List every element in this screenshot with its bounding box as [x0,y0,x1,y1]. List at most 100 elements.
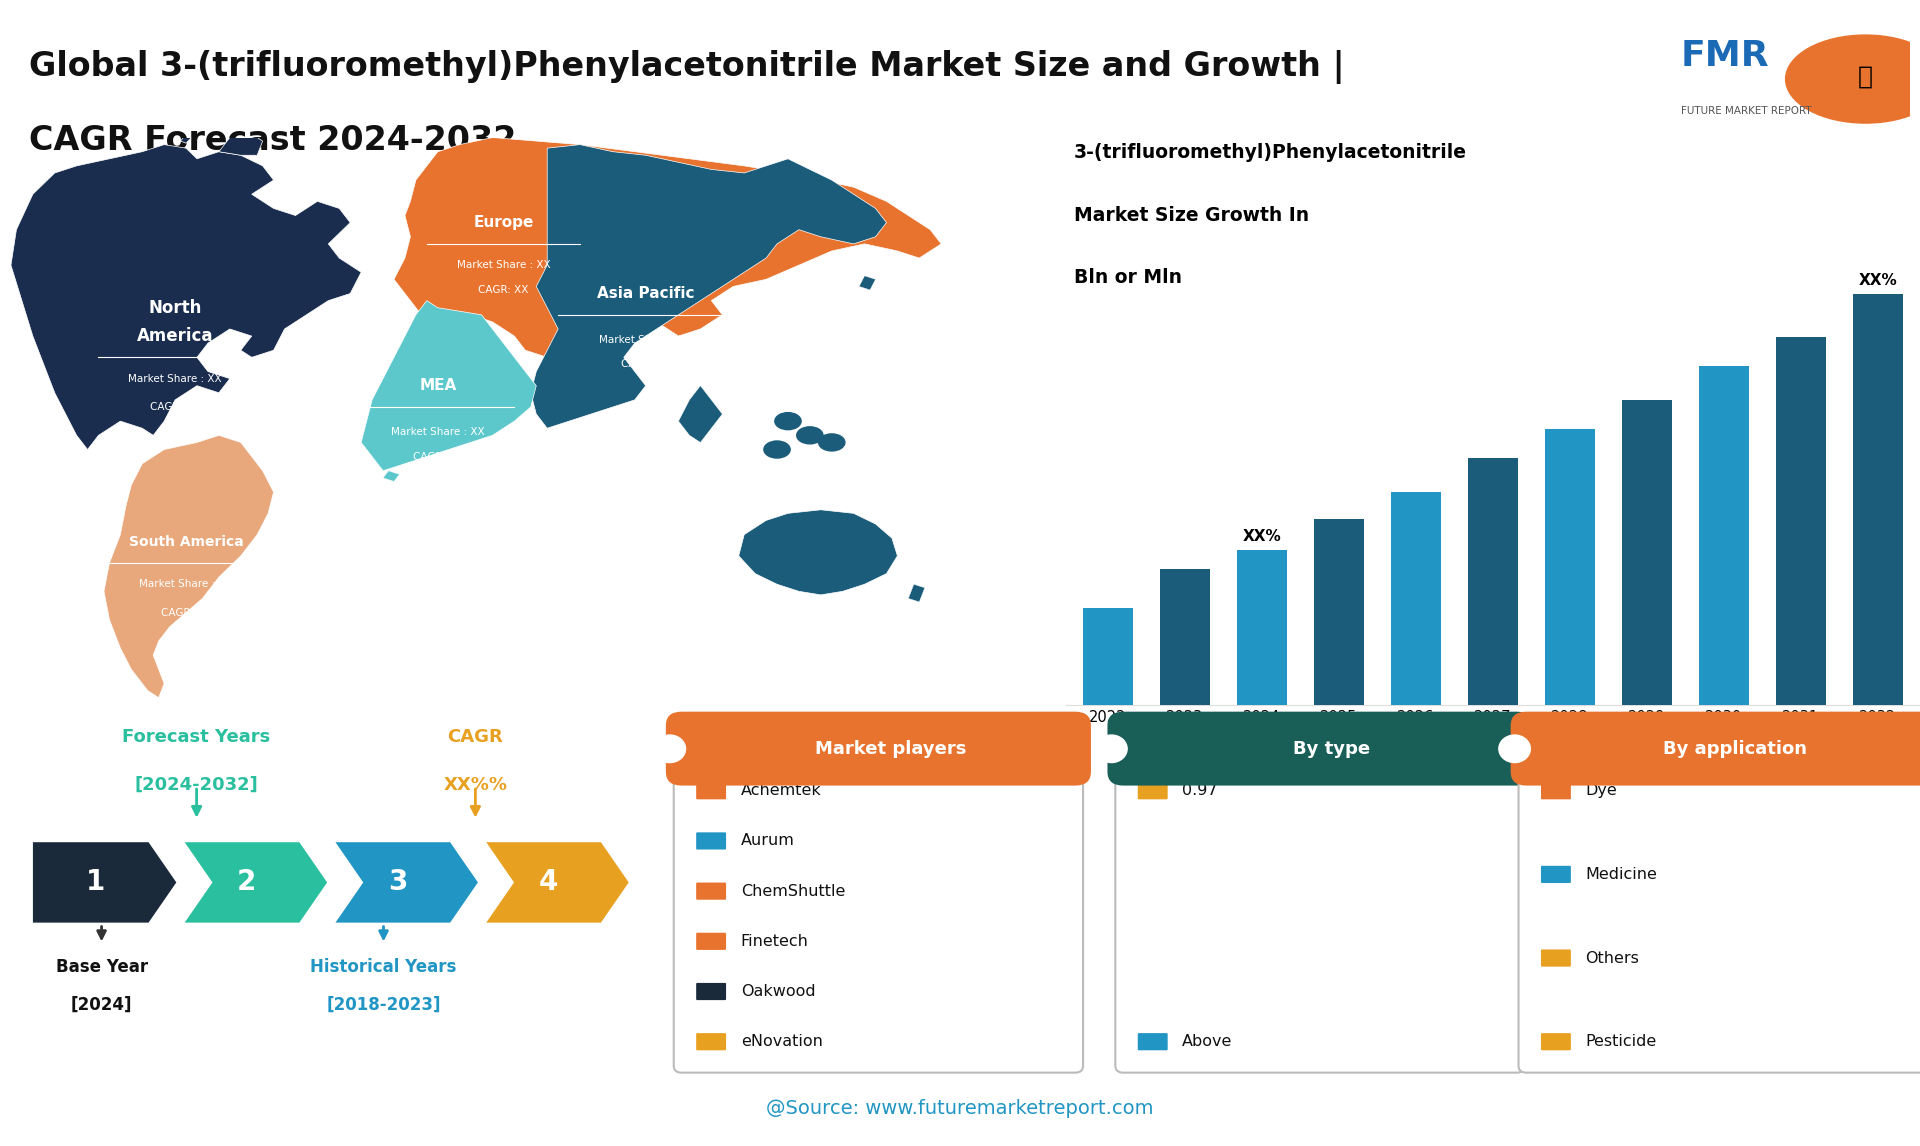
Polygon shape [219,134,263,155]
Text: Market Share : XX: Market Share : XX [457,260,551,270]
FancyBboxPatch shape [697,882,726,900]
Bar [1083,609,1133,705]
FancyBboxPatch shape [697,832,726,849]
FancyBboxPatch shape [697,983,726,1000]
Text: 3: 3 [388,869,407,896]
Text: Market Share : XX: Market Share : XX [392,426,484,437]
Polygon shape [182,841,328,924]
Text: 2: 2 [236,869,257,896]
Circle shape [797,426,824,444]
Text: Asia Pacific: Asia Pacific [597,286,695,301]
Circle shape [1500,735,1530,762]
Text: Market Share : XX: Market Share : XX [129,374,223,384]
Text: 3-(trifluoromethyl)Phenylacetonitrile: 3-(trifluoromethyl)Phenylacetonitrile [1073,143,1467,163]
Text: CAGR Forecast 2024-2032: CAGR Forecast 2024-2032 [29,124,516,157]
FancyBboxPatch shape [1542,782,1571,800]
Text: 4: 4 [540,869,559,896]
Polygon shape [444,339,459,354]
FancyBboxPatch shape [1542,866,1571,882]
Bar [1622,400,1672,705]
Bar [1467,458,1519,705]
Text: FMR: FMR [1680,39,1770,72]
Text: Bln or Mln: Bln or Mln [1073,268,1183,286]
Text: 1: 1 [86,869,106,896]
Circle shape [776,413,801,430]
FancyBboxPatch shape [1511,712,1920,786]
Polygon shape [180,134,192,143]
Text: Oakwood: Oakwood [741,984,816,999]
Text: Historical Years: Historical Years [311,958,457,976]
Text: By application: By application [1663,740,1807,758]
Text: North: North [148,299,202,316]
Polygon shape [858,276,876,290]
Polygon shape [382,471,399,481]
Circle shape [764,441,791,458]
Bar [1699,367,1749,705]
Text: Market players: Market players [814,740,966,758]
Circle shape [1786,36,1920,123]
Polygon shape [33,841,177,924]
Text: CAGR: CAGR [447,728,503,746]
FancyBboxPatch shape [697,1034,726,1050]
Text: Global 3-(trifluoromethyl)Phenylacetonitrile Market Size and Growth |: Global 3-(trifluoromethyl)Phenylacetonit… [29,50,1344,84]
Text: XX%: XX% [1859,273,1897,288]
FancyBboxPatch shape [1108,712,1532,786]
FancyBboxPatch shape [697,782,726,800]
Polygon shape [484,841,630,924]
Text: Achemtek: Achemtek [741,783,822,799]
Circle shape [655,735,685,762]
FancyBboxPatch shape [1542,949,1571,966]
Text: Market Share : XX: Market Share : XX [599,335,693,345]
Text: By type: By type [1294,740,1371,758]
Text: XX%: XX% [1242,529,1281,544]
Polygon shape [104,435,275,698]
FancyBboxPatch shape [1542,1034,1571,1050]
Text: XX%%: XX%% [444,776,507,794]
Text: Market Share : XX: Market Share : XX [140,579,232,589]
Text: Pesticide: Pesticide [1586,1034,1657,1050]
Bar [1776,337,1826,705]
Text: CAGR: XX: CAGR: XX [478,285,528,295]
FancyBboxPatch shape [1116,766,1524,1073]
FancyBboxPatch shape [1139,1034,1167,1050]
Text: CAGR: XX: CAGR: XX [413,452,463,462]
Bar [1546,429,1596,705]
Bar [1160,570,1210,705]
FancyBboxPatch shape [1519,766,1920,1073]
Text: Market Size Growth In: Market Size Growth In [1073,205,1309,225]
Text: Above: Above [1183,1034,1233,1050]
Text: America: America [136,327,213,345]
FancyBboxPatch shape [1139,782,1167,800]
Bar [1236,550,1286,705]
Text: FUTURE MARKET REPORT: FUTURE MARKET REPORT [1680,105,1811,116]
Text: Others: Others [1586,950,1640,966]
Circle shape [818,434,845,450]
Text: @Source: www.futuremarketreport.com: @Source: www.futuremarketreport.com [766,1099,1154,1118]
Polygon shape [394,138,941,358]
Polygon shape [361,300,536,471]
Text: 📊: 📊 [1859,64,1874,88]
Text: CAGR: XX: CAGR: XX [150,402,200,411]
Circle shape [1096,735,1127,762]
Text: Dye: Dye [1586,783,1617,799]
Text: eNovation: eNovation [741,1034,822,1050]
Text: South America: South America [129,535,244,549]
Text: MEA: MEA [419,378,457,393]
Text: CAGR: XX: CAGR: XX [620,360,670,369]
Text: ChemShuttle: ChemShuttle [741,884,845,898]
Bar [1313,519,1363,705]
Text: Europe: Europe [472,215,534,230]
FancyBboxPatch shape [674,766,1083,1073]
FancyBboxPatch shape [697,933,726,950]
Text: Forecast Years: Forecast Years [123,728,271,746]
Bar [1390,492,1440,705]
FancyBboxPatch shape [666,712,1091,786]
Polygon shape [12,144,361,449]
Polygon shape [908,584,925,602]
Text: Base Year: Base Year [56,958,148,976]
Text: CAGR: XX: CAGR: XX [161,607,211,618]
Polygon shape [334,841,480,924]
Polygon shape [530,144,887,429]
Text: [2018-2023]: [2018-2023] [326,996,442,1014]
Polygon shape [678,386,722,442]
